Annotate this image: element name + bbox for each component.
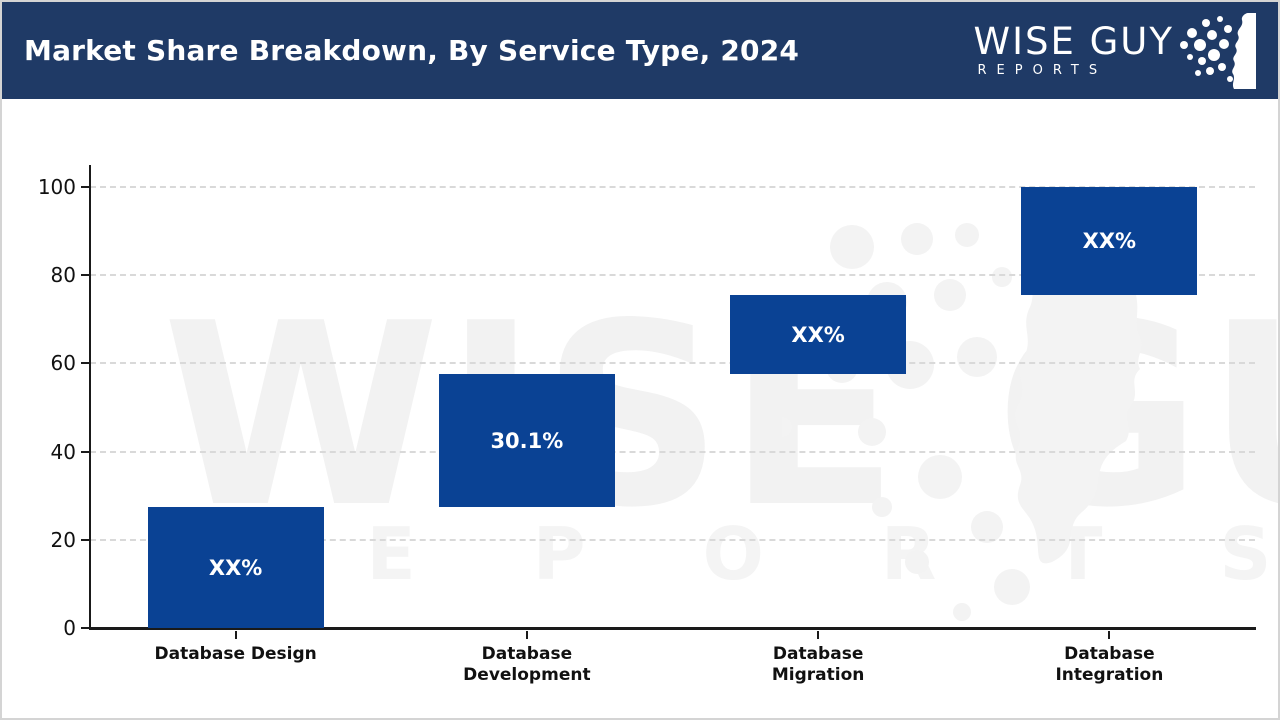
x-axis-tick bbox=[1108, 631, 1111, 639]
y-tick-label: 0 bbox=[63, 616, 76, 640]
x-axis-tick bbox=[525, 631, 528, 639]
y-tick-label: 40 bbox=[50, 439, 76, 464]
logo-subtitle: REPORTS bbox=[977, 63, 1108, 78]
watermark-subtitle: R E P O R T S bbox=[194, 512, 1280, 596]
bar: XX% bbox=[1021, 187, 1198, 295]
y-axis-tick bbox=[81, 450, 89, 453]
y-tick-label: 80 bbox=[50, 263, 76, 288]
x-axis-tick bbox=[234, 631, 237, 639]
x-tick-label: Database Migration bbox=[771, 644, 865, 686]
y-tick-label: 60 bbox=[50, 351, 76, 376]
x-tick-label: Database Integration bbox=[1055, 644, 1164, 686]
x-axis-line bbox=[89, 627, 1256, 630]
y-axis-tick bbox=[81, 274, 89, 277]
bar: XX% bbox=[147, 507, 324, 628]
y-axis-tick bbox=[81, 627, 89, 629]
gridline bbox=[90, 274, 1255, 277]
y-tick-label: 20 bbox=[50, 527, 76, 552]
bar-value-label: 30.1% bbox=[490, 428, 564, 453]
bar-value-label: XX% bbox=[1082, 228, 1137, 253]
bar: 30.1% bbox=[438, 374, 615, 508]
y-axis-tick bbox=[81, 362, 89, 365]
gridline bbox=[90, 450, 1255, 453]
gridline bbox=[90, 538, 1255, 541]
gridline bbox=[90, 362, 1255, 365]
logo-text: WISE GUY REPORTS bbox=[974, 23, 1174, 78]
x-tick-label: Database Development bbox=[463, 644, 591, 686]
chart-plot-area: 0 20 40 60 80 100 XX% Database Design 30.1% Datab… bbox=[2, 99, 1278, 718]
bar-value-label: XX% bbox=[208, 555, 263, 580]
logo-head-icon bbox=[1180, 12, 1256, 89]
y-axis-tick bbox=[81, 186, 89, 188]
y-tick-label: 100 bbox=[37, 175, 76, 199]
bar: XX% bbox=[730, 294, 907, 375]
logo-wordmark: WISE GUY bbox=[973, 20, 1174, 63]
page-title: Market Share Breakdown, By Service Type,… bbox=[24, 34, 800, 67]
bar-value-label: XX% bbox=[791, 322, 845, 347]
x-tick-label: Database Design bbox=[154, 644, 317, 664]
gridline bbox=[90, 186, 1255, 188]
header-bar: Market Share Breakdown, By Service Type,… bbox=[2, 2, 1278, 99]
wise-guy-logo: WISE GUY REPORTS bbox=[974, 11, 1260, 91]
x-axis-tick bbox=[817, 631, 820, 639]
y-axis-tick bbox=[81, 538, 89, 541]
y-axis-line bbox=[89, 165, 91, 627]
